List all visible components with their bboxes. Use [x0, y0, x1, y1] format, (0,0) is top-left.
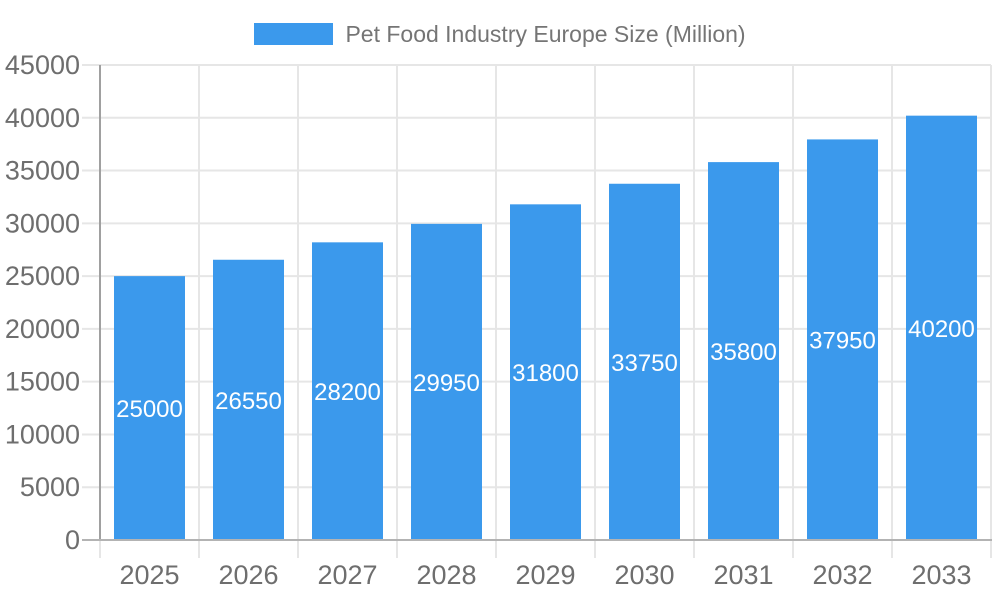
y-tick-label: 5000	[20, 472, 80, 502]
bar-value-label: 31800	[512, 360, 579, 387]
bar-value-label: 37950	[809, 328, 876, 355]
y-tick-label: 45000	[5, 50, 80, 80]
bar-value-label: 28200	[314, 379, 381, 406]
x-tick-label: 2028	[416, 560, 476, 590]
bar[interactable]	[510, 204, 581, 541]
x-tick-label: 2032	[812, 560, 872, 590]
y-tick-label: 20000	[5, 314, 80, 344]
y-tick-label: 40000	[5, 103, 80, 133]
bar-value-label: 25000	[116, 396, 183, 423]
legend-swatch	[254, 23, 334, 45]
bar[interactable]	[708, 162, 779, 540]
y-tick-label: 30000	[5, 208, 80, 238]
legend: Pet Food Industry Europe Size (Million)	[0, 22, 1000, 46]
x-tick-label: 2026	[218, 560, 278, 590]
bar[interactable]	[213, 259, 284, 540]
x-tick-label: 2033	[911, 560, 971, 590]
bar[interactable]	[114, 276, 185, 540]
y-tick-label: 35000	[5, 156, 80, 186]
bar-value-label: 40200	[908, 316, 975, 343]
x-tick-label: 2025	[119, 560, 179, 590]
legend-label: Pet Food Industry Europe Size (Million)	[345, 21, 746, 47]
bar[interactable]	[609, 183, 680, 540]
bar-value-label: 29950	[413, 370, 480, 397]
x-tick-label: 2027	[317, 560, 377, 590]
bar-value-label: 33750	[611, 350, 678, 377]
bar[interactable]	[906, 115, 977, 541]
bar-value-label: 35800	[710, 339, 777, 366]
y-tick-label: 25000	[5, 261, 80, 291]
bar-value-label: 26550	[215, 388, 282, 415]
bar[interactable]	[807, 139, 878, 540]
bar[interactable]	[411, 223, 482, 540]
x-tick-label: 2029	[515, 560, 575, 590]
x-tick-label: 2031	[713, 560, 773, 590]
y-tick-label: 15000	[5, 367, 80, 397]
y-tick-label: 0	[65, 525, 80, 555]
bar[interactable]	[312, 242, 383, 541]
x-tick-label: 2030	[614, 560, 674, 590]
y-tick-label: 10000	[5, 419, 80, 449]
